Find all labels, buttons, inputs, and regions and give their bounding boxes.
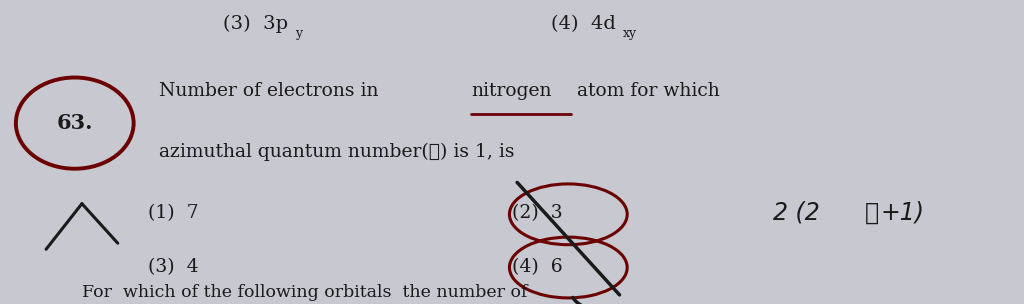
Text: atom for which: atom for which [571,82,720,100]
Text: 2 (2: 2 (2 [773,201,820,225]
Text: For  which of the following orbitals  the number of: For which of the following orbitals the … [82,284,527,301]
Text: (4)  4d: (4) 4d [551,15,616,33]
Text: (1)  7: (1) 7 [148,204,199,222]
Text: (3)  4: (3) 4 [148,258,199,277]
Text: (3)  3p: (3) 3p [223,15,289,33]
Text: 63.: 63. [56,113,93,133]
Text: Number of electrons in: Number of electrons in [159,82,384,100]
Text: +1): +1) [881,201,925,225]
Text: y: y [295,27,302,40]
Text: (4)  6: (4) 6 [512,258,562,277]
Text: (2)  3: (2) 3 [512,204,562,222]
Text: azimuthal quantum number(ℓ) is 1, is: azimuthal quantum number(ℓ) is 1, is [159,143,514,161]
Text: nitrogen: nitrogen [471,82,552,100]
Text: xy: xy [623,27,637,40]
Text: ℓ: ℓ [865,201,880,224]
